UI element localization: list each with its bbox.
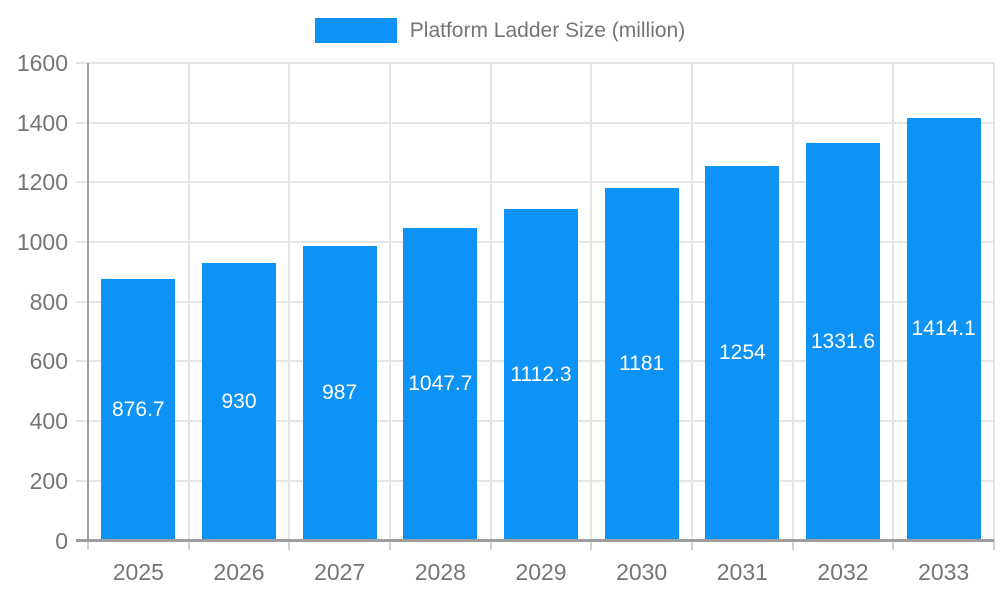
bar-value-label: 1112.3	[510, 362, 572, 386]
y-axis-label: 1600	[16, 50, 68, 76]
x-axis-tick	[187, 540, 190, 550]
y-axis-line	[87, 63, 89, 541]
gridline-vertical	[389, 63, 391, 541]
y-axis-tick	[76, 62, 88, 64]
x-axis-tick	[993, 540, 995, 550]
y-axis-label: 400	[29, 408, 68, 435]
x-axis-tick	[691, 540, 693, 550]
gridline-vertical	[791, 63, 794, 541]
bar-2028: 1047.7	[403, 227, 478, 541]
x-axis-label: 2026	[213, 559, 265, 585]
gridline-vertical	[590, 63, 593, 541]
y-axis-label: 1400	[16, 109, 68, 136]
x-axis-label: 2030	[616, 559, 668, 585]
bar-value-label: 876.7	[112, 397, 165, 421]
x-axis-label: 2027	[314, 559, 366, 585]
gridline-vertical	[691, 63, 693, 541]
y-axis-tick	[76, 420, 88, 423]
x-axis-tick	[892, 540, 895, 550]
bar-value-label: 987	[322, 381, 358, 405]
gridline-vertical	[993, 63, 995, 541]
y-axis-tick	[76, 479, 88, 482]
chart-legend[interactable]: Platform Ladder Size (million)	[0, 18, 1000, 43]
bar-value-label: 930	[221, 389, 257, 413]
x-axis-label: 2033	[918, 559, 970, 585]
x-axis-tick	[288, 540, 291, 550]
x-axis-tick	[87, 540, 89, 550]
gridline-vertical	[187, 63, 190, 541]
x-axis-line	[76, 539, 994, 542]
bar-2033: 1414.1	[906, 118, 981, 541]
bar-value-label: 1331.6	[810, 329, 876, 353]
bar-2025: 876.7	[101, 278, 176, 541]
y-axis-label: 800	[29, 288, 68, 315]
y-axis-tick	[76, 300, 88, 303]
bar-value-label: 1414.1	[911, 317, 976, 341]
y-axis-tick	[76, 121, 88, 124]
y-axis-tick	[76, 241, 88, 244]
x-axis-label: 2032	[817, 559, 869, 585]
x-axis-label: 2025	[112, 559, 164, 585]
y-axis-tick	[76, 360, 88, 363]
x-axis-tick	[489, 540, 492, 550]
gridline-horizontal	[88, 181, 994, 184]
x-axis-label: 2028	[414, 559, 466, 585]
x-axis-label: 2031	[716, 559, 768, 585]
y-axis-label: 600	[29, 348, 68, 375]
bar-value-label: 1254	[718, 341, 766, 365]
bar-2032: 1331.6	[806, 143, 880, 541]
gridline-horizontal	[88, 121, 994, 124]
x-axis-label: 2029	[515, 559, 567, 585]
bar-value-label: 1047.7	[408, 372, 473, 396]
x-axis-tick	[389, 540, 391, 550]
bar-2027: 987	[302, 245, 377, 541]
gridline-horizontal	[88, 62, 994, 64]
bar-2031: 1254	[705, 166, 780, 541]
x-axis-tick	[791, 540, 794, 550]
bar-2030: 1181	[604, 188, 679, 541]
y-axis-label: 200	[29, 467, 68, 494]
y-axis-label: 0	[55, 527, 68, 554]
legend-swatch-icon	[314, 18, 397, 43]
legend-label: Platform Ladder Size (million)	[409, 18, 686, 42]
y-axis-label: 1200	[16, 169, 68, 196]
gridline-vertical	[892, 63, 895, 541]
y-axis-label: 1000	[16, 229, 68, 256]
bar-2026: 930	[202, 262, 276, 541]
gridline-vertical	[489, 63, 492, 541]
bar-value-label: 1181	[619, 352, 665, 376]
gridline-vertical	[288, 63, 291, 541]
x-axis-tick	[590, 540, 593, 550]
bar-2029: 1112.3	[504, 208, 578, 541]
y-axis-tick	[76, 181, 88, 184]
